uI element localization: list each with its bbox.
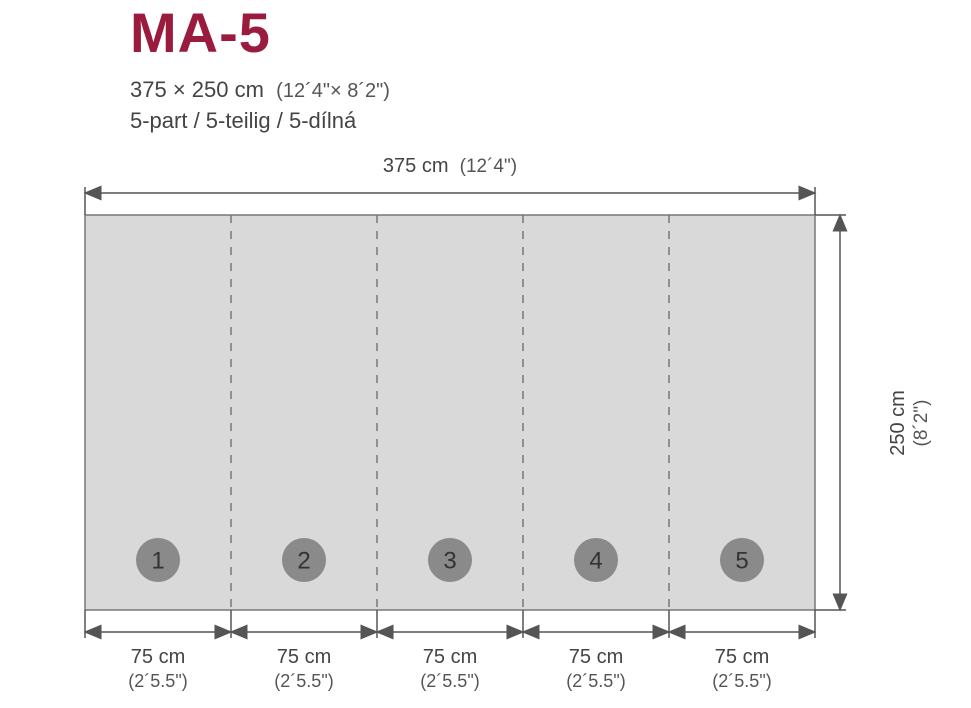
svg-text:1: 1	[151, 548, 164, 575]
panel-badge-3: 3	[428, 538, 472, 582]
panel-width-label-4: 75 cm(2´5.5")	[523, 645, 669, 693]
panel-badge-4: 4	[574, 538, 618, 582]
svg-text:5: 5	[735, 548, 748, 575]
svg-text:2: 2	[297, 548, 310, 575]
panel-badge-1: 1	[136, 538, 180, 582]
panel-badge-2: 2	[282, 538, 326, 582]
svg-text:4: 4	[589, 548, 602, 575]
svg-text:3: 3	[443, 548, 456, 575]
diagram-svg: 1 2 3 4 5	[0, 0, 971, 708]
panel-width-label-3: 75 cm(2´5.5")	[377, 645, 523, 693]
panel-width-label-5: 75 cm(2´5.5")	[669, 645, 815, 693]
panel-badge-5: 5	[720, 538, 764, 582]
panel-width-label-2: 75 cm(2´5.5")	[231, 645, 377, 693]
panel-width-label-1: 75 cm(2´5.5")	[85, 645, 231, 693]
